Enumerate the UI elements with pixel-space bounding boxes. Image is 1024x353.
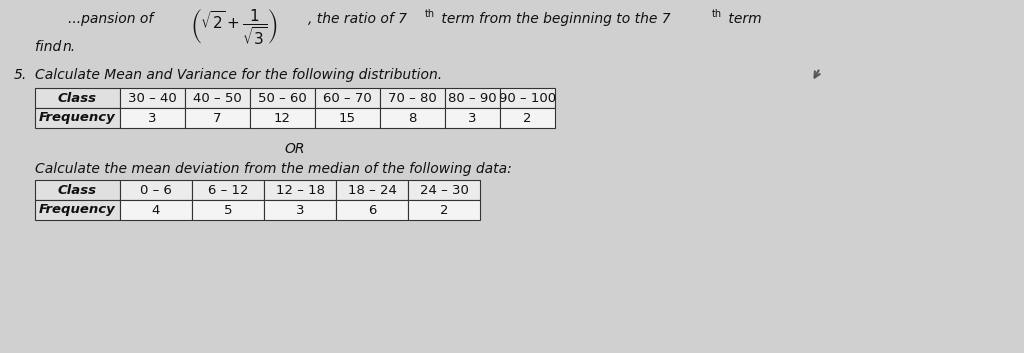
Bar <box>336 180 408 200</box>
Text: 8: 8 <box>409 112 417 125</box>
Text: 6: 6 <box>368 203 376 216</box>
Bar <box>500 88 555 108</box>
Bar <box>264 200 336 220</box>
Bar <box>445 88 500 108</box>
Bar <box>336 200 408 220</box>
Bar <box>120 200 193 220</box>
Text: term: term <box>724 12 762 26</box>
Text: 30 – 40: 30 – 40 <box>128 91 177 104</box>
Text: 18 – 24: 18 – 24 <box>347 184 396 197</box>
Bar <box>250 88 315 108</box>
Text: Class: Class <box>58 184 97 197</box>
Bar <box>250 108 315 128</box>
Bar <box>445 108 500 128</box>
Text: n.: n. <box>63 40 76 54</box>
Bar <box>35 108 120 128</box>
Text: 60 – 70: 60 – 70 <box>324 91 372 104</box>
Bar <box>185 108 250 128</box>
Bar <box>120 180 193 200</box>
Text: 70 – 80: 70 – 80 <box>388 91 437 104</box>
Text: , the ratio of 7: , the ratio of 7 <box>308 12 407 26</box>
Text: 3: 3 <box>296 203 304 216</box>
Text: 3: 3 <box>468 112 477 125</box>
Bar <box>120 88 185 108</box>
Text: 7: 7 <box>213 112 222 125</box>
Text: ...pansion of: ...pansion of <box>68 12 154 26</box>
Bar <box>120 108 185 128</box>
Text: 3: 3 <box>148 112 157 125</box>
Text: OR: OR <box>285 142 305 156</box>
Text: 50 – 60: 50 – 60 <box>258 91 307 104</box>
Bar <box>408 200 480 220</box>
Text: 90 – 100: 90 – 100 <box>499 91 556 104</box>
Text: Frequency: Frequency <box>39 203 116 216</box>
Text: find: find <box>35 40 66 54</box>
Text: 80 – 90: 80 – 90 <box>449 91 497 104</box>
Text: 5: 5 <box>224 203 232 216</box>
Text: term from the beginning to the 7: term from the beginning to the 7 <box>437 12 671 26</box>
Text: 12: 12 <box>274 112 291 125</box>
Text: 40 – 50: 40 – 50 <box>194 91 242 104</box>
Text: Calculate the mean deviation from the median of the following data:: Calculate the mean deviation from the me… <box>35 162 512 176</box>
Bar <box>500 108 555 128</box>
Bar <box>193 180 264 200</box>
Text: 5.: 5. <box>14 68 28 82</box>
Bar <box>35 180 120 200</box>
Text: 12 – 18: 12 – 18 <box>275 184 325 197</box>
Bar <box>380 88 445 108</box>
Text: 15: 15 <box>339 112 356 125</box>
Text: Class: Class <box>58 91 97 104</box>
Text: Calculate Mean and Variance for the following distribution.: Calculate Mean and Variance for the foll… <box>35 68 442 82</box>
Bar <box>315 108 380 128</box>
Bar <box>35 200 120 220</box>
Text: 2: 2 <box>523 112 531 125</box>
Bar <box>185 88 250 108</box>
Bar <box>35 88 120 108</box>
Text: 24 – 30: 24 – 30 <box>420 184 468 197</box>
Text: 0 – 6: 0 – 6 <box>140 184 172 197</box>
Bar <box>315 88 380 108</box>
Text: 4: 4 <box>152 203 160 216</box>
Text: $\left(\sqrt{2}+\dfrac{1}{\sqrt{3}}\right)$: $\left(\sqrt{2}+\dfrac{1}{\sqrt{3}}\righ… <box>190 8 278 47</box>
Text: 6 – 12: 6 – 12 <box>208 184 248 197</box>
Text: th: th <box>425 9 435 19</box>
Bar <box>408 180 480 200</box>
Text: th: th <box>712 9 722 19</box>
Bar <box>264 180 336 200</box>
Text: 2: 2 <box>439 203 449 216</box>
Bar <box>380 108 445 128</box>
Bar <box>193 200 264 220</box>
Text: Frequency: Frequency <box>39 112 116 125</box>
